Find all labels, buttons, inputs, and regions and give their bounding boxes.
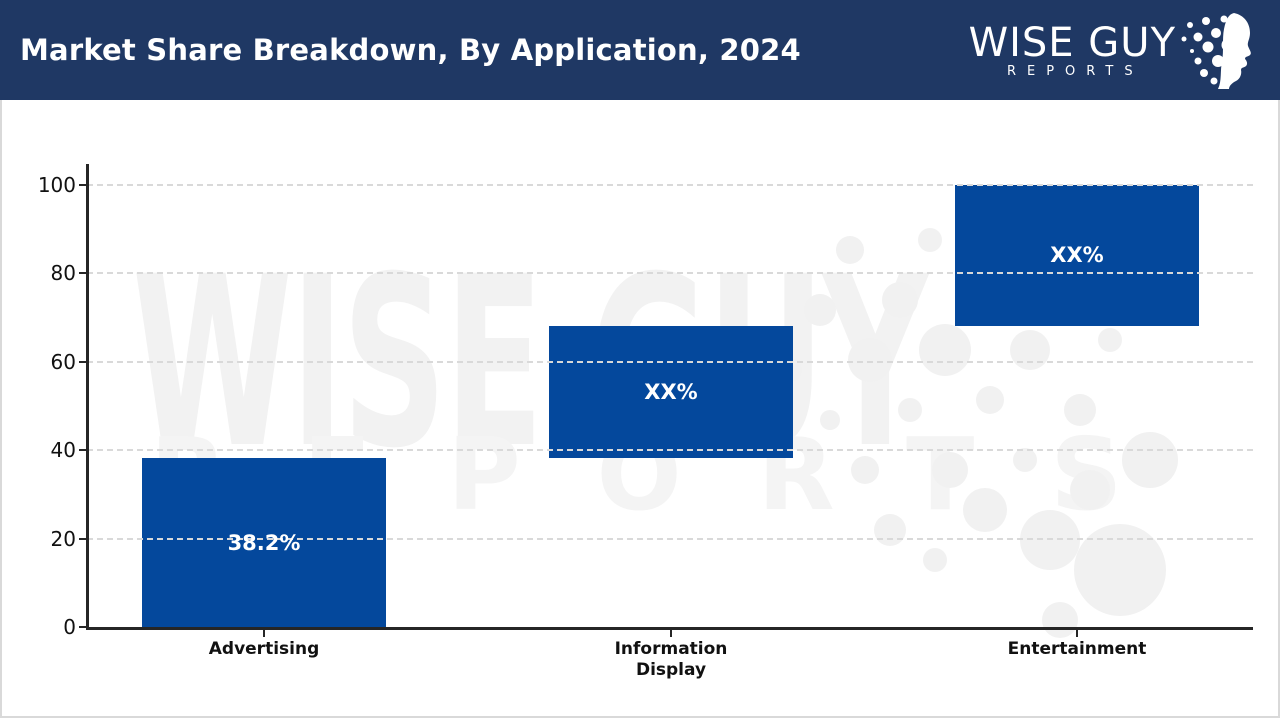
y-tick-mark xyxy=(79,184,87,186)
gridline xyxy=(87,184,1253,186)
gridline xyxy=(87,360,1253,363)
watermark-dots-face-icon xyxy=(778,228,1178,638)
x-tick-mark xyxy=(263,630,265,637)
bar-advertising xyxy=(142,458,386,627)
header-bar: Market Share Breakdown, By Application, … xyxy=(0,0,1280,100)
x-axis-line xyxy=(86,627,1253,630)
y-tick-mark xyxy=(79,449,87,452)
bar-value-label: XX% xyxy=(644,379,698,404)
gridline xyxy=(87,537,1253,540)
wise-guy-reports-logo: WISE GUY REPORTS xyxy=(969,9,1252,91)
y-tick-label: 80 xyxy=(50,261,76,286)
bar-information-display xyxy=(549,325,793,459)
x-tick-label: Information Display xyxy=(614,639,728,680)
logo-text: WISE GUY REPORTS xyxy=(969,22,1176,79)
y-tick-mark xyxy=(79,360,87,363)
y-tick-label: 0 xyxy=(63,615,76,639)
x-tick-label: Advertising xyxy=(208,639,320,659)
x-tick-mark xyxy=(1076,630,1078,637)
x-tick-label: Entertainment xyxy=(1007,639,1147,659)
plot-area: 38.2% XX% XX% xyxy=(87,184,1253,627)
y-tick-label: 40 xyxy=(50,438,76,463)
gridline xyxy=(87,449,1253,452)
x-tick-mark xyxy=(670,630,672,637)
bar-entertainment xyxy=(955,185,1199,326)
logo-reports-label: REPORTS xyxy=(1006,63,1144,79)
page-title: Market Share Breakdown, By Application, … xyxy=(20,33,801,67)
y-tick-label: 60 xyxy=(50,349,76,374)
y-tick-label: 20 xyxy=(50,526,76,551)
y-axis-line xyxy=(86,164,89,630)
face-logo-icon xyxy=(1181,13,1251,89)
y-tick-label: 100 xyxy=(37,173,76,197)
bar-value-label: 38.2% xyxy=(227,530,301,555)
y-tick-mark xyxy=(79,272,87,275)
bar-value-label: XX% xyxy=(1050,243,1104,268)
logo-wiseguy-label: WISE GUY xyxy=(968,19,1176,66)
gridline xyxy=(87,272,1253,275)
y-tick-mark xyxy=(79,626,87,628)
y-tick-mark xyxy=(79,537,87,540)
